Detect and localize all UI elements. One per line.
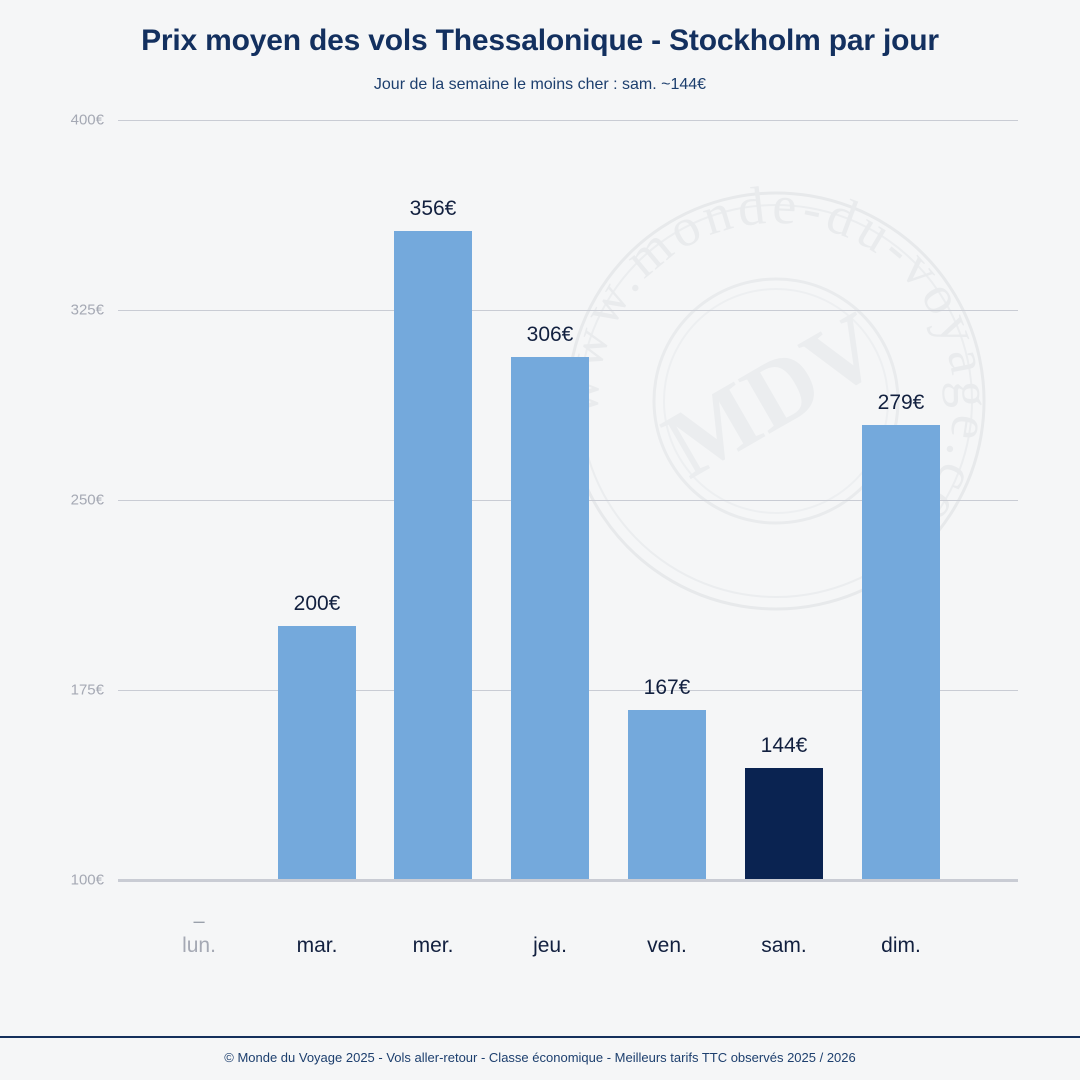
chart-subtitle: Jour de la semaine le moins cher : sam. … (373, 76, 707, 93)
bar-value-jeu: 306€ (526, 323, 574, 346)
gridline-400 (118, 120, 1018, 121)
y-axis-tick-250: 250€ (70, 491, 104, 509)
x-axis-tick-lun: lun. (182, 934, 216, 957)
bar-value-mer: 356€ (409, 197, 457, 220)
x-axis-tick-jeu: jeu. (533, 934, 567, 957)
bar-sam-highlighted[interactable] (745, 768, 823, 879)
bar-value-sam: 144€ (760, 734, 808, 757)
y-axis-tick-100: 100€ (70, 871, 104, 889)
bar-jeu[interactable] (511, 357, 589, 879)
bar-mer[interactable] (394, 231, 472, 879)
y-axis-tick-325: 325€ (70, 301, 104, 319)
x-axis-tick-mer: mer. (412, 934, 454, 957)
bar-value-mar: 200€ (293, 592, 341, 615)
bar-value-ven: 167€ (643, 676, 691, 699)
bar-ven[interactable] (628, 710, 706, 879)
chart-title: Prix moyen des vols Thessalonique - Stoc… (141, 24, 939, 57)
bar-value-dim: 279€ (877, 391, 925, 414)
no-data-dash-lun: – (193, 910, 205, 933)
y-axis-tick-175: 175€ (70, 681, 104, 699)
bar-dim[interactable] (862, 425, 940, 879)
footer-divider (0, 1036, 1080, 1038)
footer-copyright: © Monde du Voyage 2025 - Vols aller-reto… (224, 1050, 856, 1065)
x-axis-tick-dim: dim. (881, 934, 921, 957)
y-axis-tick-400: 400€ (70, 111, 104, 129)
x-axis-tick-ven: ven. (647, 934, 687, 957)
bar-mar[interactable] (278, 626, 356, 879)
x-axis-tick-mar: mar. (296, 934, 338, 957)
x-axis-tick-sam: sam. (761, 934, 807, 957)
gridline-325 (118, 310, 1018, 311)
gridline-100-baseline (118, 879, 1018, 882)
